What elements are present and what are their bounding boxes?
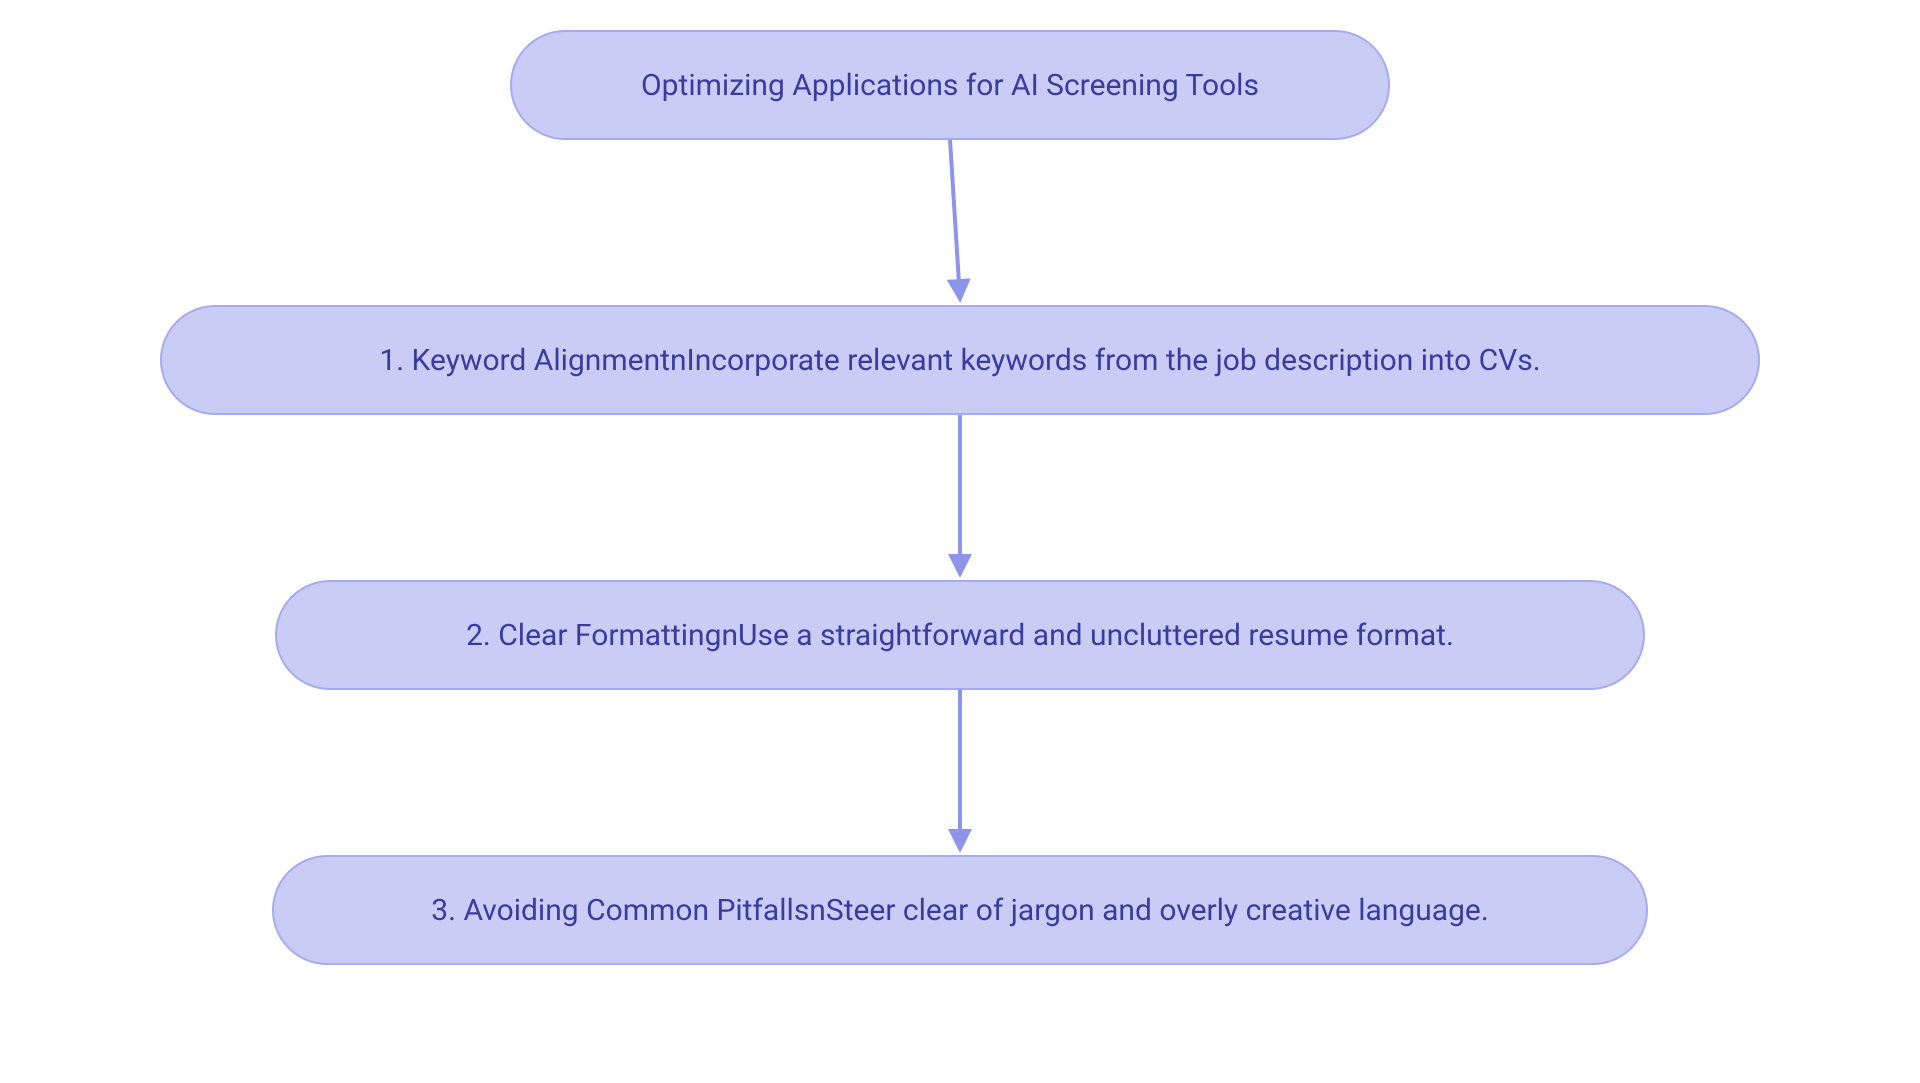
- flowchart-node-label: Optimizing Applications for AI Screening…: [641, 68, 1259, 103]
- flowchart-node-step2: 2. Clear FormattingnUse a straightforwar…: [275, 580, 1645, 690]
- flowchart-node-step1: 1. Keyword AlignmentnIncorporate relevan…: [160, 305, 1760, 415]
- flowchart-node-step3: 3. Avoiding Common PitfallsnSteer clear …: [272, 855, 1648, 965]
- flowchart-node-label: 3. Avoiding Common PitfallsnSteer clear …: [431, 893, 1489, 928]
- flowchart-edge: [950, 140, 960, 299]
- flowchart-node-title: Optimizing Applications for AI Screening…: [510, 30, 1390, 140]
- flowchart-canvas: Optimizing Applications for AI Screening…: [0, 0, 1920, 1083]
- flowchart-node-label: 1. Keyword AlignmentnIncorporate relevan…: [379, 343, 1540, 378]
- flowchart-node-label: 2. Clear FormattingnUse a straightforwar…: [466, 618, 1454, 653]
